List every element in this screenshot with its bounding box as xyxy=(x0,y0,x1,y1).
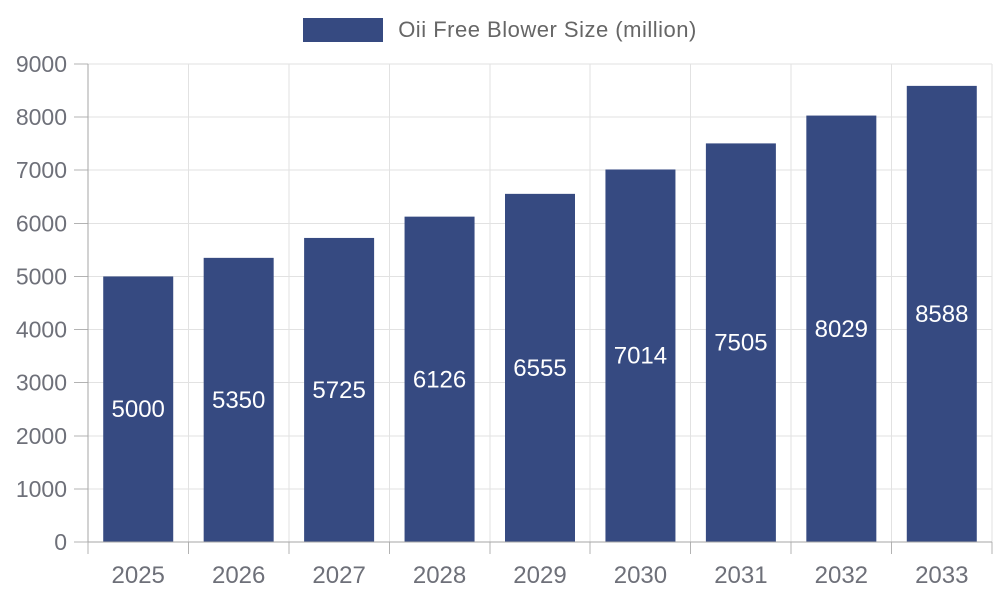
y-axis-label: 3000 xyxy=(16,370,67,396)
bar xyxy=(705,143,776,542)
x-axis-label: 2032 xyxy=(815,562,868,589)
legend-swatch[interactable] xyxy=(303,18,384,42)
legend-label[interactable]: Oii Free Blower Size (million) xyxy=(398,17,697,42)
bar-value-label: 6126 xyxy=(413,366,466,393)
bar-value-label: 8029 xyxy=(815,316,868,343)
bar xyxy=(404,216,475,542)
bar-value-label: 7505 xyxy=(714,330,767,357)
y-axis-label: 9000 xyxy=(16,51,67,77)
bar xyxy=(605,169,676,542)
y-axis-label: 4000 xyxy=(16,317,67,343)
y-axis-label: 7000 xyxy=(16,157,67,183)
bar-value-label: 5350 xyxy=(212,387,265,414)
bar-value-label: 5000 xyxy=(112,396,165,423)
y-axis-label: 2000 xyxy=(16,423,67,449)
y-axis-label: 6000 xyxy=(16,210,67,236)
x-axis-label: 2033 xyxy=(915,562,968,589)
bar xyxy=(103,276,174,542)
x-axis-label: 2030 xyxy=(614,562,667,589)
bar xyxy=(304,237,375,542)
y-axis-label: 0 xyxy=(54,529,67,555)
bar-value-label: 6555 xyxy=(513,355,566,382)
x-axis-label: 2026 xyxy=(212,562,265,589)
bar xyxy=(203,257,274,542)
legend: Oii Free Blower Size (million) xyxy=(0,17,1000,43)
y-axis-label: 5000 xyxy=(16,263,67,289)
bar xyxy=(505,193,575,542)
x-axis-label: 2029 xyxy=(513,562,566,589)
x-axis-label: 2031 xyxy=(714,562,767,589)
bar-value-label: 5725 xyxy=(312,377,365,404)
x-axis-label: 2028 xyxy=(413,562,466,589)
bar-value-label: 7014 xyxy=(614,343,667,370)
y-axis-label: 8000 xyxy=(16,104,67,130)
y-axis-label: 1000 xyxy=(16,476,67,502)
x-axis-label: 2027 xyxy=(312,562,365,589)
x-axis-label: 2025 xyxy=(112,562,165,589)
bar xyxy=(906,85,977,542)
bar-value-label: 8588 xyxy=(915,301,968,328)
bar xyxy=(806,115,877,542)
